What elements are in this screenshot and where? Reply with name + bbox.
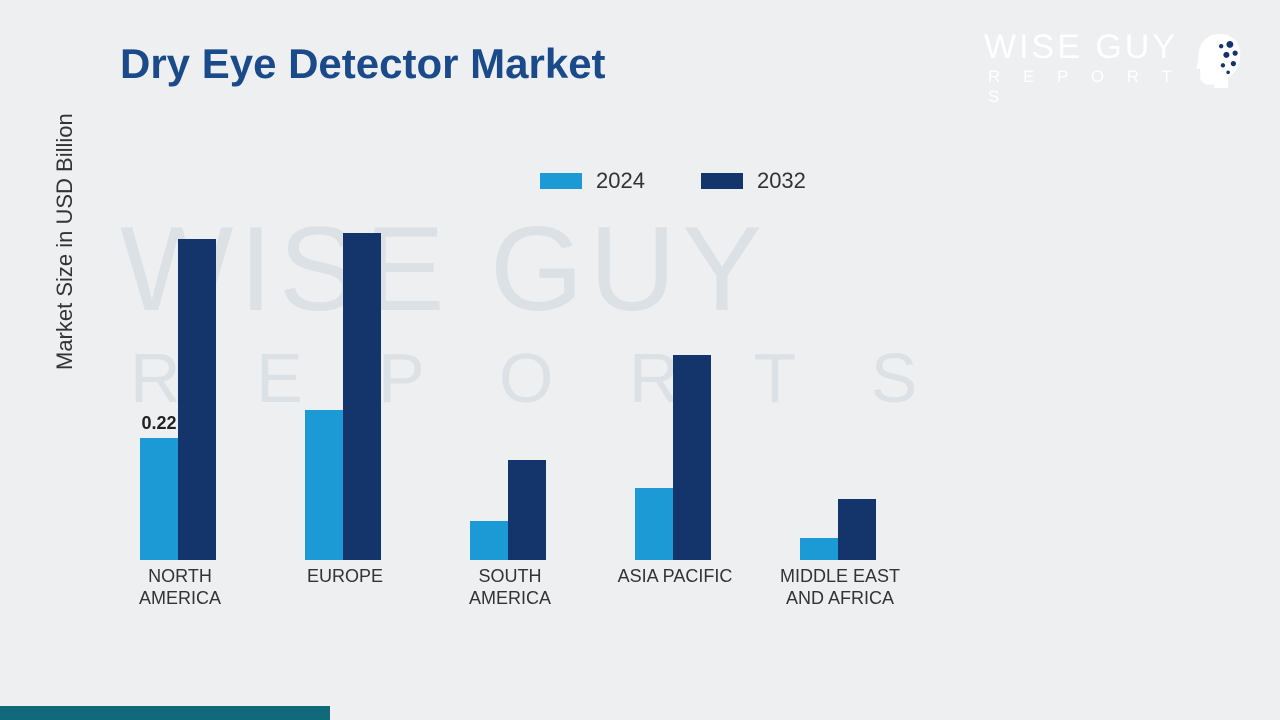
chart-canvas: WISE GUY R E P O R T S Dry Eye Detector … bbox=[0, 0, 1280, 720]
x-tick-label: EUROPE bbox=[280, 566, 410, 588]
legend-swatch-2032 bbox=[701, 173, 743, 189]
bar-2032 bbox=[673, 355, 711, 560]
x-tick-label: ASIA PACIFIC bbox=[610, 566, 740, 588]
bottom-strip bbox=[0, 706, 330, 720]
bar-2032 bbox=[178, 239, 216, 560]
bar-2024 bbox=[305, 410, 343, 560]
bar-2032 bbox=[838, 499, 876, 560]
chart-plot: 0.22 bbox=[110, 200, 930, 560]
legend-label-2032: 2032 bbox=[757, 168, 806, 194]
legend: 2024 2032 bbox=[540, 168, 806, 194]
x-tick-label: NORTH AMERICA bbox=[115, 566, 245, 609]
bar-2024 bbox=[470, 521, 508, 560]
bar-value-label: 0.22 bbox=[140, 413, 178, 438]
y-axis-label: Market Size in USD Billion bbox=[52, 113, 78, 370]
bar-2024: 0.22 bbox=[140, 438, 178, 560]
legend-swatch-2024 bbox=[540, 173, 582, 189]
bar-2032 bbox=[343, 233, 381, 560]
bar-2024 bbox=[800, 538, 838, 560]
x-tick-label: MIDDLE EAST AND AFRICA bbox=[775, 566, 905, 609]
bar-2032 bbox=[508, 460, 546, 560]
bar-2024 bbox=[635, 488, 673, 560]
right-panel bbox=[960, 0, 1280, 720]
legend-item-2032: 2032 bbox=[701, 168, 806, 194]
legend-item-2024: 2024 bbox=[540, 168, 645, 194]
x-tick-label: SOUTH AMERICA bbox=[445, 566, 575, 609]
legend-label-2024: 2024 bbox=[596, 168, 645, 194]
chart-title: Dry Eye Detector Market bbox=[120, 40, 606, 88]
